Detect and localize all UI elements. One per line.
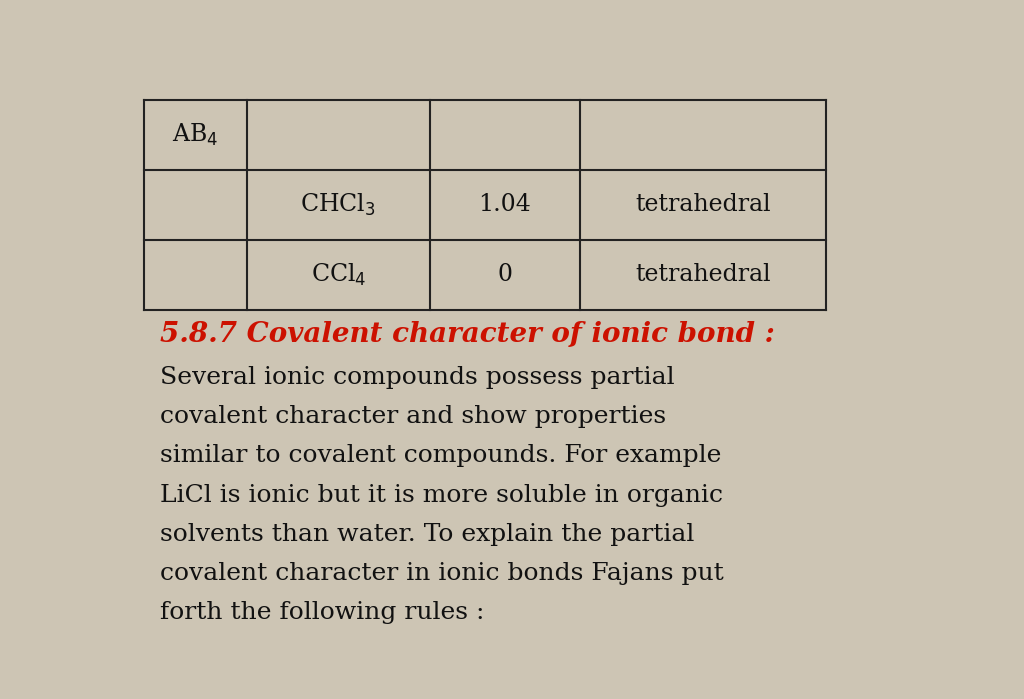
Text: covalent character in ionic bonds Fajans put: covalent character in ionic bonds Fajans…: [160, 562, 724, 585]
Text: covalent character and show properties: covalent character and show properties: [160, 405, 666, 428]
Text: Several ionic compounds possess partial: Several ionic compounds possess partial: [160, 366, 675, 389]
Text: solvents than water. To explain the partial: solvents than water. To explain the part…: [160, 523, 694, 546]
Text: 5.8.7 Covalent character of ionic bond :: 5.8.7 Covalent character of ionic bond :: [160, 321, 774, 347]
Text: tetrahedral: tetrahedral: [636, 264, 771, 287]
Text: 1.04: 1.04: [478, 194, 531, 217]
Text: forth the following rules :: forth the following rules :: [160, 601, 484, 624]
Text: similar to covalent compounds. For example: similar to covalent compounds. For examp…: [160, 445, 721, 468]
Text: 0: 0: [498, 264, 512, 287]
Text: tetrahedral: tetrahedral: [636, 194, 771, 217]
Text: LiCl is ionic but it is more soluble in organic: LiCl is ionic but it is more soluble in …: [160, 484, 723, 507]
Text: CCl$_4$: CCl$_4$: [310, 262, 366, 288]
Text: AB$_4$: AB$_4$: [172, 122, 218, 148]
Text: CHCl$_3$: CHCl$_3$: [300, 192, 376, 218]
